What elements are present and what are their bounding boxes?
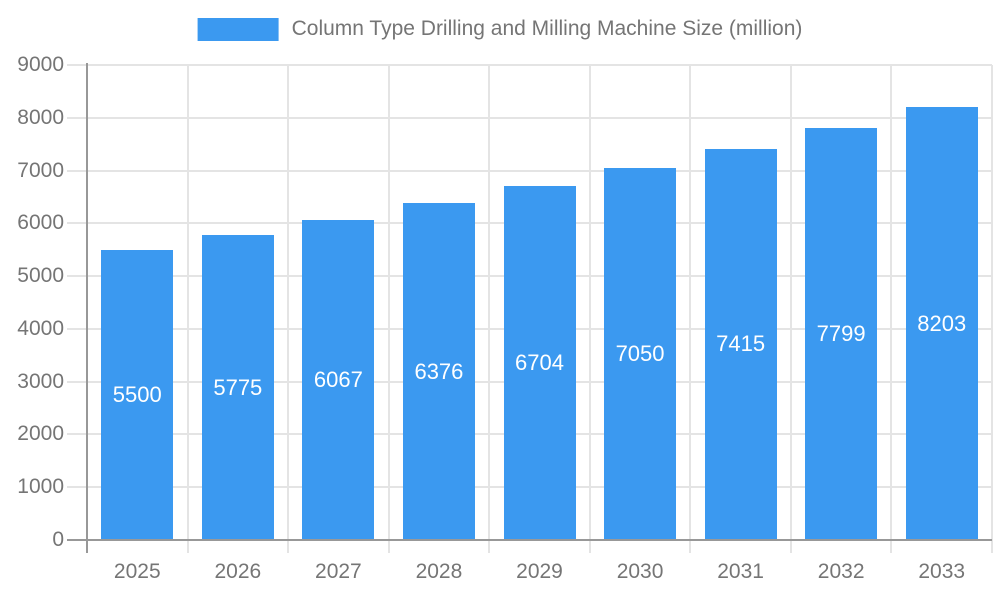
bar-value-label: 6067 xyxy=(313,366,363,392)
y-tick-label: 9000 xyxy=(17,53,64,76)
y-tick-label: 5000 xyxy=(17,264,64,288)
x-tick-label: 2029 xyxy=(516,560,563,583)
bar xyxy=(805,128,878,539)
x-tick-label: 2025 xyxy=(113,560,161,583)
x-tick-label: 2026 xyxy=(214,560,262,583)
legend[interactable]: Column Type Drilling and Milling Machine… xyxy=(197,17,803,41)
gridline-vertical xyxy=(789,65,792,553)
gridline-vertical xyxy=(488,65,491,553)
bar-value-label: 7799 xyxy=(816,321,866,347)
y-tick-label: 6000 xyxy=(17,211,64,235)
bar-value-label: 7050 xyxy=(615,340,665,366)
x-tick-label: 2031 xyxy=(717,560,764,583)
gridline-vertical xyxy=(186,65,189,553)
y-tick-label: 0 xyxy=(52,528,64,551)
bar xyxy=(604,167,677,539)
legend-label: Column Type Drilling and Milling Machine… xyxy=(291,17,803,40)
y-tick-label: 7000 xyxy=(17,158,64,182)
y-tick-label: 2000 xyxy=(17,422,64,446)
gridline-vertical xyxy=(689,65,692,553)
x-tick-label: 2033 xyxy=(918,560,966,583)
y-tick-label: 3000 xyxy=(17,369,64,393)
bar-value-label: 5775 xyxy=(213,374,263,400)
x-tick-label: 2032 xyxy=(817,560,865,583)
gridline-horizontal xyxy=(67,64,992,66)
bar xyxy=(905,107,978,539)
bar-value-label: 5500 xyxy=(112,381,162,407)
x-axis-line xyxy=(67,539,992,541)
x-tick-label: 2027 xyxy=(315,560,362,583)
bar-value-label: 8203 xyxy=(917,310,967,336)
gridline-vertical xyxy=(588,65,591,553)
bar-value-label: 7415 xyxy=(716,331,766,357)
legend-swatch xyxy=(197,17,279,41)
bar xyxy=(101,249,174,539)
y-axis-line xyxy=(86,63,88,553)
x-tick-label: 2028 xyxy=(415,560,463,583)
bar xyxy=(503,186,576,539)
y-tick-label: 1000 xyxy=(17,475,64,499)
bar-value-label: 6376 xyxy=(414,358,464,384)
gridline-horizontal xyxy=(67,116,992,119)
y-tick-label: 4000 xyxy=(17,316,64,340)
bar xyxy=(201,235,274,539)
gridline-vertical xyxy=(991,65,993,553)
x-tick-label: 2030 xyxy=(616,560,664,583)
gridline-vertical xyxy=(287,65,290,553)
bar xyxy=(704,148,777,539)
bar-value-label: 6704 xyxy=(515,350,564,376)
gridline-vertical xyxy=(890,65,893,553)
y-tick-label: 8000 xyxy=(17,105,64,129)
bar xyxy=(402,203,475,539)
bar xyxy=(302,219,375,539)
gridline-vertical xyxy=(387,65,390,553)
gridline-horizontal xyxy=(67,169,992,172)
